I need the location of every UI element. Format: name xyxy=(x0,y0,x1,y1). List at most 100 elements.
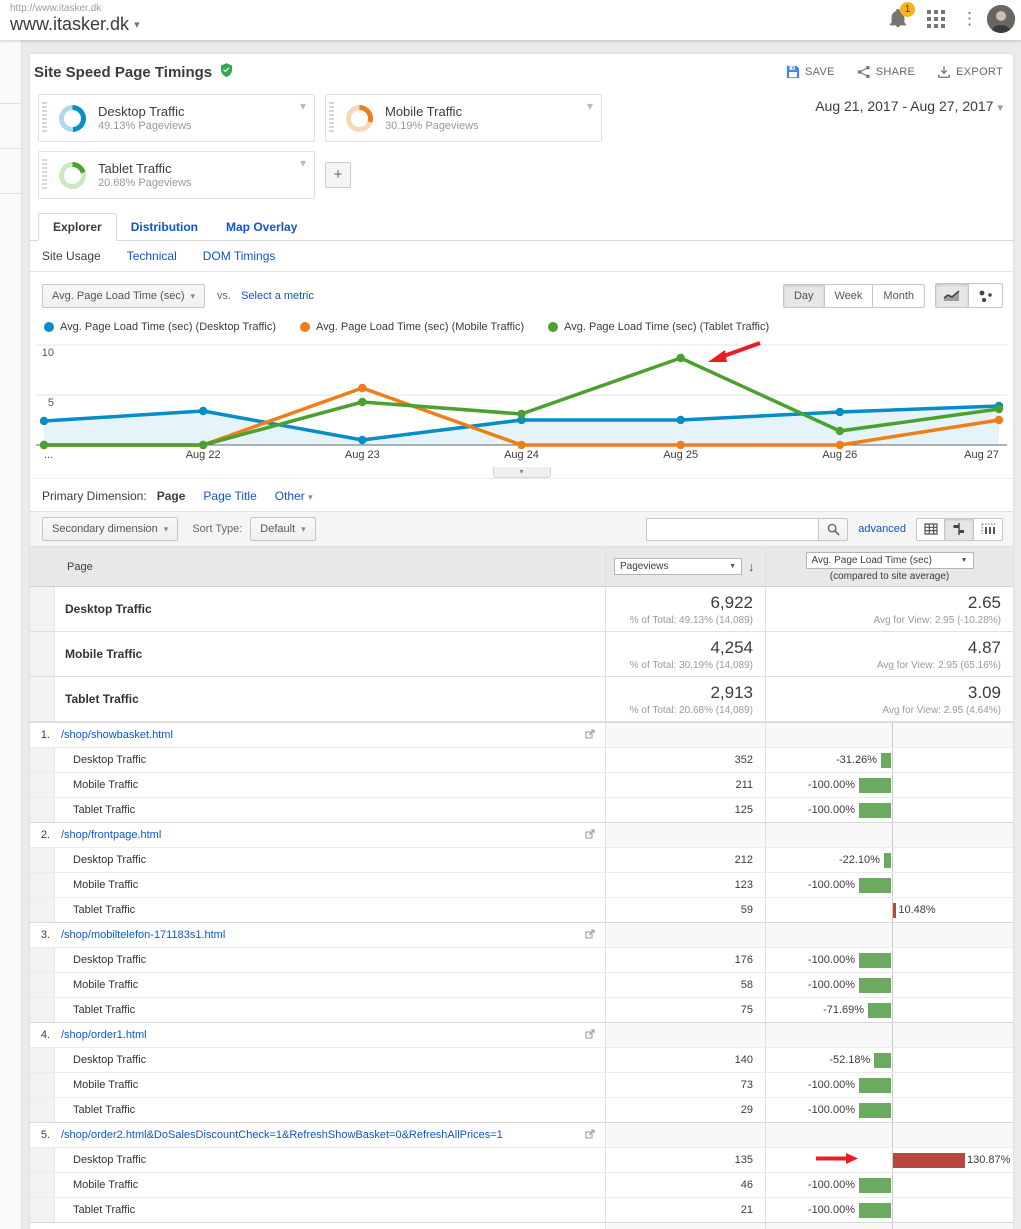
advanced-search-link[interactable]: advanced xyxy=(858,523,906,535)
drag-handle[interactable] xyxy=(42,159,47,191)
vs-label: vs. xyxy=(217,289,232,302)
metric-column-select[interactable]: Avg. Page Load Time (sec) ▼ xyxy=(805,551,974,569)
legend-dot-icon xyxy=(548,322,559,332)
segment-donut-icon xyxy=(346,104,373,132)
subtab-dom-timings[interactable]: DOM Timings xyxy=(202,249,276,263)
pageviews-value: 29 xyxy=(605,1098,765,1122)
sort-type-button[interactable]: Default ▾ xyxy=(250,517,316,541)
page-row: 4. /shop/order1.html xyxy=(30,1022,1013,1047)
open-page-icon[interactable] xyxy=(585,1128,595,1142)
drag-handle[interactable] xyxy=(329,102,334,134)
table-search-input[interactable] xyxy=(646,517,819,541)
subtab-technical[interactable]: Technical xyxy=(126,249,177,263)
chevron-down-icon[interactable]: ▾ xyxy=(586,99,593,113)
tab-explorer[interactable]: Explorer xyxy=(38,213,117,241)
notifications-button[interactable]: 1 xyxy=(887,2,915,31)
segment-card-mobile-traffic[interactable]: Mobile Traffic 30.19% Pageviews ▾ xyxy=(325,94,602,142)
open-page-icon[interactable] xyxy=(585,828,595,842)
metric-value: 3.09 xyxy=(967,682,1001,702)
delta-bar xyxy=(883,853,891,868)
dimension-page-title[interactable]: Page Title xyxy=(203,489,257,503)
comparison-view-button[interactable] xyxy=(945,517,974,541)
dimension-other[interactable]: Other ▾ xyxy=(274,489,313,503)
account-switcher[interactable]: http://www.itasker.dk www.itasker.dk ▾ xyxy=(10,3,140,35)
delta-bar-cell: -100.00% xyxy=(765,873,1013,897)
subtab-site-usage[interactable]: Site Usage xyxy=(42,249,101,263)
delta-label: -31.26% xyxy=(836,754,877,766)
traffic-segment-label: Desktop Traffic xyxy=(73,854,147,866)
dimension-page[interactable]: Page xyxy=(156,489,186,503)
delta-bar-cell: -31.26% xyxy=(765,748,1013,772)
segment-card-desktop-traffic[interactable]: Desktop Traffic 49.13% Pageviews ▾ xyxy=(38,94,315,142)
page-url-link[interactable]: /shop/mobiltelefon-171183s1.html xyxy=(61,929,226,941)
segment-name: Desktop Traffic xyxy=(98,104,185,119)
account-name[interactable]: www.itasker.dk ▾ xyxy=(10,14,140,34)
segment-donut-icon xyxy=(59,104,86,132)
primary-dimension-bar: Primary Dimension: Page Page Title Other… xyxy=(30,478,1013,511)
page-url-link[interactable]: /shop/showbasket.html xyxy=(61,729,173,741)
line-chart-view-button[interactable] xyxy=(935,283,969,308)
traffic-sub-row: Desktop Traffic 352 -31.26% xyxy=(30,747,1013,772)
select-metric-link[interactable]: Select a metric xyxy=(241,289,314,302)
delta-bar xyxy=(868,1003,891,1018)
page-url-link[interactable]: /shop/order2.html&DoSalesDiscountCheck=1… xyxy=(61,1129,503,1141)
share-button[interactable]: SHARE xyxy=(857,65,915,79)
delta-label: -100.00% xyxy=(807,979,855,991)
legend-dot-icon xyxy=(44,322,54,332)
overflow-menu-icon[interactable]: ⋮ xyxy=(961,9,978,28)
delta-label: -71.69% xyxy=(823,1004,865,1016)
granularity-day[interactable]: Day xyxy=(782,283,825,308)
open-page-icon[interactable] xyxy=(585,1028,595,1042)
table-grid-icon xyxy=(923,523,938,535)
collapsed-sidebar[interactable] xyxy=(0,40,22,1229)
motion-chart-view-button[interactable] xyxy=(969,283,1003,308)
traffic-segment-label: Mobile Traffic xyxy=(73,979,139,991)
report-table: Page Pageviews ▼ ↓ Avg. Page Load Time (s… xyxy=(30,547,1013,1229)
delta-label: -100.00% xyxy=(807,779,855,791)
page-url-link[interactable]: /shop/frontpage.html xyxy=(61,829,162,841)
page-row: 5. /shop/order2.html&DoSalesDiscountCheck… xyxy=(30,1122,1013,1147)
save-button[interactable]: SAVE xyxy=(786,65,835,79)
granularity-week[interactable]: Week xyxy=(824,283,874,308)
page-url-link[interactable]: /shop/order1.html xyxy=(61,1029,147,1041)
delta-bar xyxy=(874,1053,891,1068)
search-button[interactable] xyxy=(818,517,849,541)
segment-name: Mobile Traffic xyxy=(385,104,463,119)
delta-bar-cell: -100.00% xyxy=(765,948,1013,972)
chart-expander-button[interactable]: ▾ xyxy=(492,467,551,478)
metric-select-button[interactable]: Avg. Page Load Time (sec) ▾ xyxy=(42,283,206,308)
pageviews-value: 21 xyxy=(605,1198,765,1222)
delta-bar xyxy=(859,978,891,993)
metric-subtext: Avg for View: 2.95 (4.64%) xyxy=(882,704,1001,716)
tab-map-overlay[interactable]: Map Overlay xyxy=(226,220,298,234)
row-number: 4. xyxy=(40,1029,50,1041)
chevron-down-icon[interactable]: ▾ xyxy=(299,156,306,170)
primary-dimension-label: Primary Dimension: xyxy=(42,489,147,503)
sort-descending-icon[interactable]: ↓ xyxy=(748,559,755,574)
pivot-icon xyxy=(980,523,995,534)
avatar[interactable] xyxy=(987,5,1015,33)
legend-item: Avg. Page Load Time (sec) (Mobile Traffi… xyxy=(300,321,524,333)
segment-card-tablet-traffic[interactable]: Tablet Traffic 20.68% Pageviews ▾ xyxy=(38,151,315,199)
apps-grid-icon[interactable] xyxy=(927,10,945,28)
svg-text:10: 10 xyxy=(42,347,54,359)
data-table-view-button[interactable] xyxy=(916,517,945,541)
drag-handle[interactable] xyxy=(42,102,47,134)
open-page-icon[interactable] xyxy=(585,728,595,742)
export-button[interactable]: EXPORT xyxy=(937,65,1003,79)
delta-bar-cell: -100.00% xyxy=(765,1173,1013,1197)
granularity-month[interactable]: Month xyxy=(873,283,925,308)
tab-distribution[interactable]: Distribution xyxy=(130,220,199,234)
pageviews-column-select[interactable]: Pageviews ▼ xyxy=(614,558,742,575)
open-page-icon[interactable] xyxy=(585,928,595,942)
chevron-down-icon[interactable]: ▾ xyxy=(299,99,306,113)
timeseries-chart[interactable]: 5 10... Aug 22 Aug 23 Aug 24 Aug 25 Aug 26 Aug … xyxy=(30,335,1013,478)
secondary-dimension-button[interactable]: Secondary dimension ▾ xyxy=(42,517,179,541)
add-segment-button[interactable]: + xyxy=(325,162,351,188)
legend-item: Avg. Page Load Time (sec) (Tablet Traffi… xyxy=(548,321,769,333)
delta-bar xyxy=(859,878,891,893)
pivot-view-button[interactable] xyxy=(974,517,1003,541)
traffic-segment-label: Desktop Traffic xyxy=(73,1054,147,1066)
column-header-page[interactable]: Page xyxy=(67,560,93,573)
date-range-picker[interactable]: Aug 21, 2017 - Aug 27, 2017 ▾ xyxy=(815,98,1003,114)
